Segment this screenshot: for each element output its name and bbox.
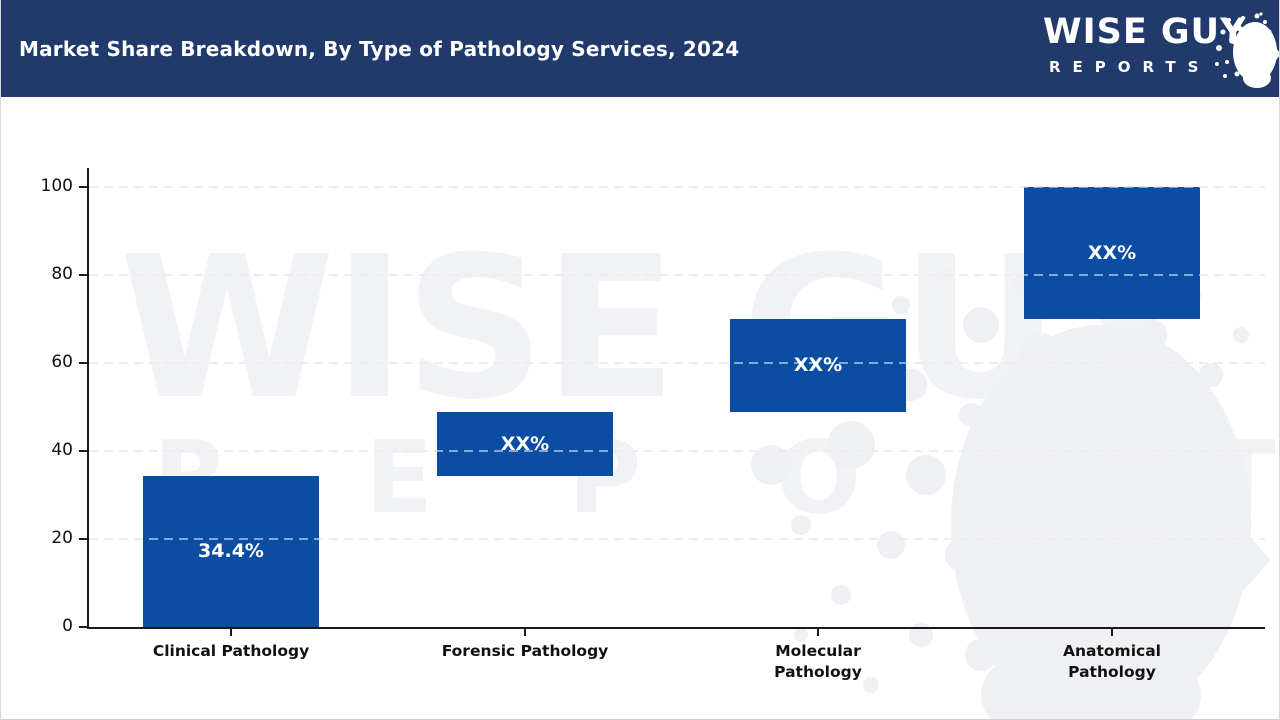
gridline-highlight — [89, 274, 1265, 276]
face-profile-icon — [1215, 12, 1279, 88]
chart-area: WISE GUY R E P O R T S — [1, 97, 1279, 719]
x-tick — [1111, 629, 1113, 636]
y-axis-spine — [87, 168, 89, 629]
bar-segment: 34.4% — [143, 475, 319, 627]
x-axis-label: Clinical Pathology — [152, 642, 310, 660]
gridline-highlight — [89, 186, 1265, 188]
x-tick — [817, 629, 819, 636]
bar-value-label: 34.4% — [198, 540, 264, 563]
y-tick-label: 80 — [51, 264, 73, 284]
y-tick-label: 60 — [51, 352, 73, 372]
header-banner: Market Share Breakdown, By Type of Patho… — [1, 0, 1279, 97]
y-tick — [79, 274, 87, 276]
bar-segment: XX% — [1024, 187, 1200, 319]
logo-subtitle: REPORTS — [1049, 58, 1211, 76]
bar-value-label: XX% — [793, 354, 843, 377]
bar-segment: XX% — [730, 319, 906, 412]
y-tick — [79, 538, 87, 540]
y-tick-label: 0 — [62, 616, 73, 636]
y-tick-label: 100 — [40, 176, 73, 196]
gridline-highlight — [89, 362, 1265, 364]
wise-guy-reports-logo: WISE GUY REPORTS — [1043, 10, 1279, 90]
gridline-highlight — [89, 538, 1265, 540]
y-tick — [79, 362, 87, 364]
bar-value-label: XX% — [500, 432, 550, 455]
x-tick — [230, 629, 232, 636]
y-tick-label: 20 — [51, 528, 73, 548]
bar-segment: XX% — [437, 411, 613, 476]
x-axis-label: Forensic Pathology — [441, 642, 609, 660]
x-tick — [524, 629, 526, 636]
x-axis-spine — [87, 627, 1265, 629]
y-tick-label: 40 — [51, 440, 73, 460]
watermark-subtitle: R E P O R T S — [153, 419, 1279, 536]
bar-value-label: XX% — [1087, 242, 1137, 264]
chart-title: Market Share Breakdown, By Type of Patho… — [19, 36, 740, 61]
logo-wordmark: WISE GUY — [1043, 12, 1247, 52]
gridline-highlight — [89, 450, 1265, 452]
x-axis-label: Molecular Pathology — [774, 642, 862, 681]
y-tick — [79, 626, 87, 628]
y-tick — [79, 186, 87, 188]
y-tick — [79, 450, 87, 452]
x-axis-label: Anatomical Pathology — [1063, 642, 1161, 681]
